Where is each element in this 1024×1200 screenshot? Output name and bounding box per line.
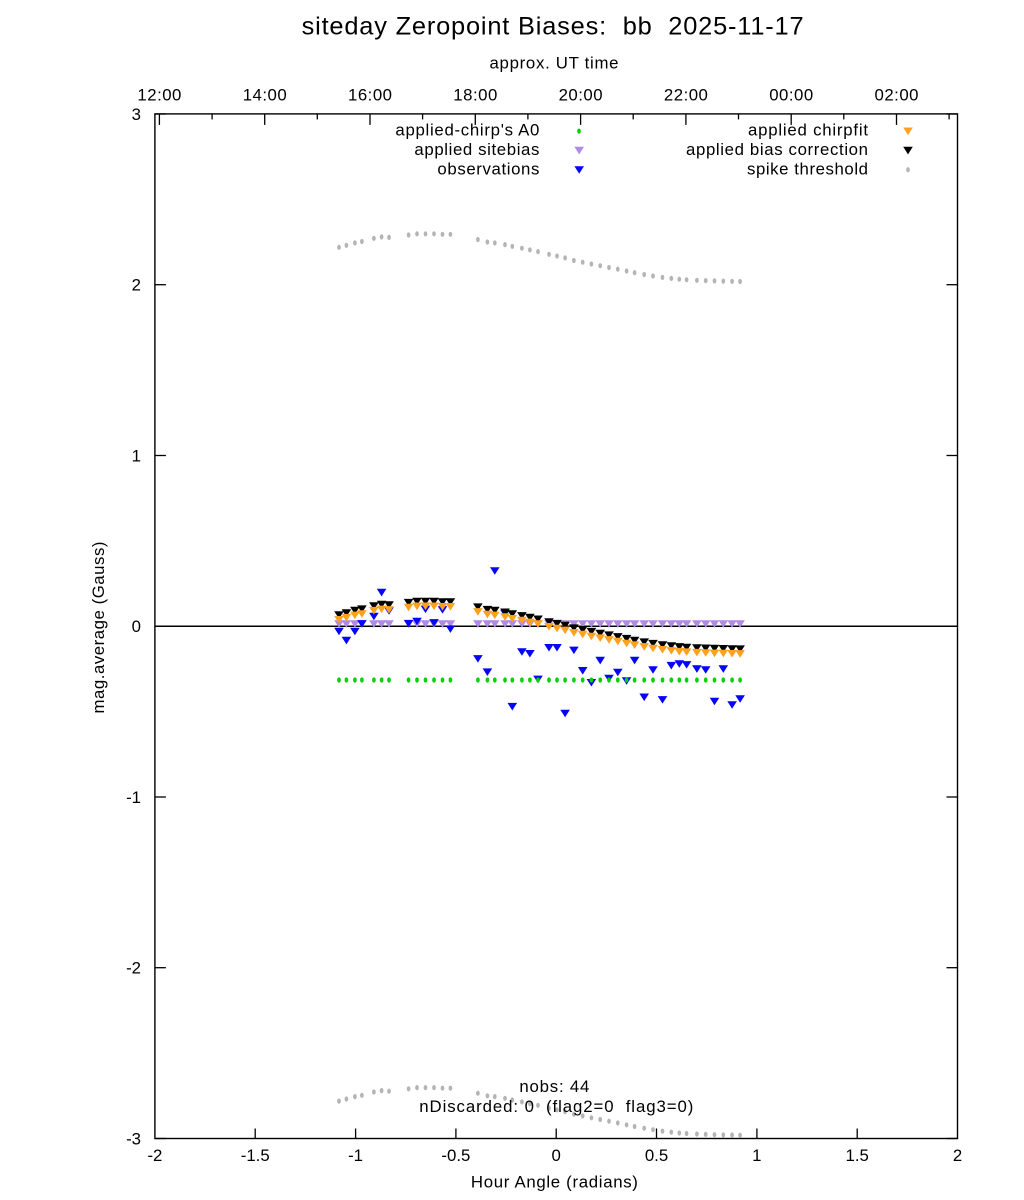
svg-text:-1: -1	[348, 1146, 363, 1165]
svg-text:1: 1	[132, 446, 141, 465]
svg-text:3: 3	[132, 105, 141, 124]
svg-text:-3: -3	[126, 1129, 141, 1148]
svg-text:-2: -2	[147, 1146, 162, 1165]
svg-text:2: 2	[132, 276, 141, 295]
svg-text:applied sitebias: applied sitebias	[414, 140, 539, 159]
svg-text:02:00: 02:00	[875, 85, 919, 104]
svg-text:16:00: 16:00	[348, 85, 392, 104]
svg-text:nobs: 44: nobs: 44	[519, 1077, 589, 1096]
svg-text:applied bias correction: applied bias correction	[686, 140, 868, 159]
svg-text:nDiscarded: 0 (flag2=0 flag3: nDiscarded: 0 (flag2=0 flag3=0)	[419, 1097, 693, 1116]
svg-text:20:00: 20:00	[559, 85, 603, 104]
svg-text:applied-chirp's A0: applied-chirp's A0	[395, 121, 539, 140]
svg-text:0: 0	[552, 1146, 561, 1165]
svg-text:14:00: 14:00	[243, 85, 287, 104]
svg-text:-0.5: -0.5	[441, 1146, 470, 1165]
svg-text:mag.average (Gauss): mag.average (Gauss)	[89, 542, 108, 714]
svg-text:00:00: 00:00	[769, 85, 813, 104]
svg-text:18:00: 18:00	[453, 85, 497, 104]
svg-text:2: 2	[953, 1146, 962, 1165]
svg-text:1.5: 1.5	[846, 1146, 869, 1165]
svg-text:siteday Zeropoint Biases: bb: siteday Zeropoint Biases: bb 2025-11-17	[302, 13, 804, 41]
svg-text:0.5: 0.5	[645, 1146, 668, 1165]
svg-text:approx. UT time: approx. UT time	[490, 54, 619, 73]
svg-text:spike threshold: spike threshold	[747, 159, 868, 178]
svg-text:0: 0	[132, 617, 141, 636]
svg-text:observations: observations	[437, 159, 539, 178]
svg-text:-2: -2	[126, 959, 141, 978]
svg-text:12:00: 12:00	[137, 85, 181, 104]
svg-text:Hour Angle (radians): Hour Angle (radians)	[471, 1173, 638, 1192]
svg-text:-1.5: -1.5	[241, 1146, 270, 1165]
svg-text:-1: -1	[126, 788, 141, 807]
svg-text:1: 1	[752, 1146, 761, 1165]
svg-text:22:00: 22:00	[664, 85, 708, 104]
svg-text:applied chirpfit: applied chirpfit	[748, 121, 868, 140]
